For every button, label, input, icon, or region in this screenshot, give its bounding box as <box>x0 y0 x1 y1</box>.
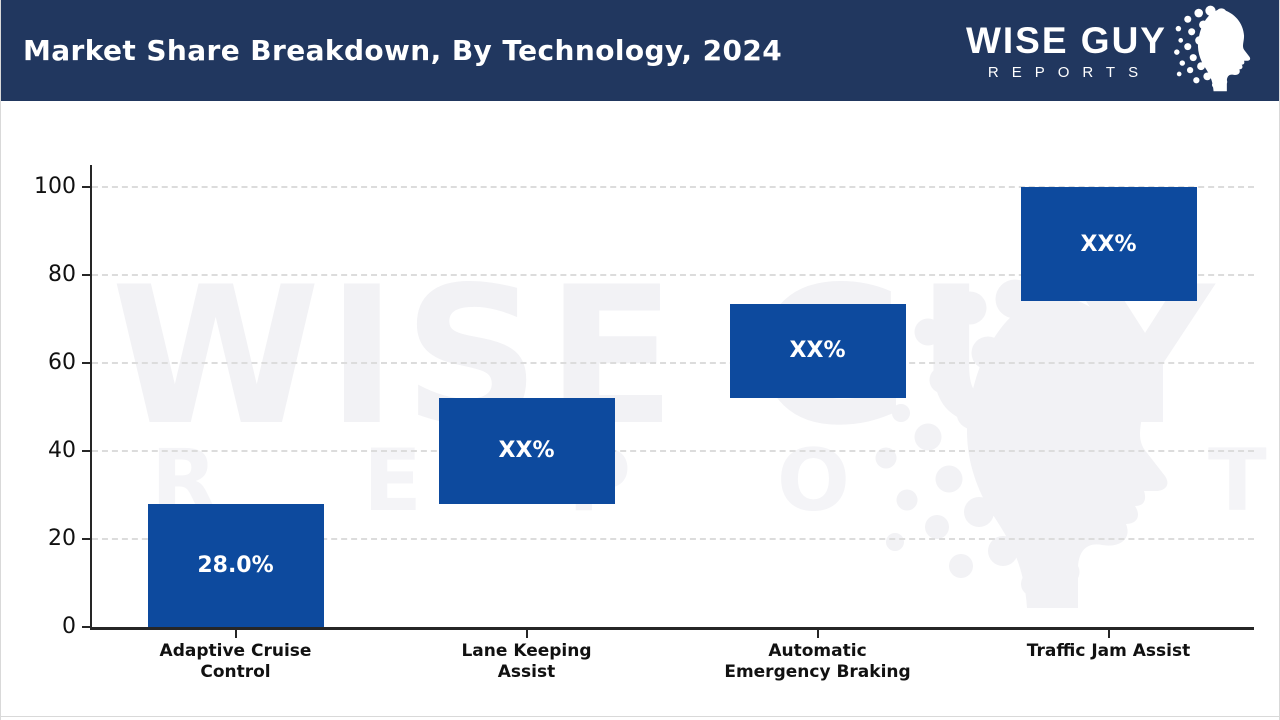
bar-segment: XX% <box>438 398 615 504</box>
x-category-label: Automatic Emergency Braking <box>724 641 911 682</box>
y-axis-tick <box>82 450 90 452</box>
x-axis-line <box>90 627 1254 630</box>
grid-line <box>92 186 1254 188</box>
header-band: Market Share Breakdown, By Technology, 2… <box>1 0 1279 101</box>
x-axis-tick <box>234 630 237 638</box>
x-axis-tick <box>525 630 528 638</box>
x-category-label: Lane Keeping Assist <box>461 641 592 682</box>
grid-line <box>92 538 1254 540</box>
brand-name: WISE GUY <box>965 19 1167 61</box>
bar-segment: XX% <box>1020 187 1197 302</box>
x-category-label: Traffic Jam Assist <box>1026 641 1191 661</box>
brand-logo-text: WISE GUY REPORTS <box>966 22 1167 80</box>
brand-subtitle: REPORTS <box>987 63 1152 81</box>
brand-head-dots-icon <box>1169 5 1255 97</box>
y-tick-label: 40 <box>48 438 76 463</box>
y-tick-label: 60 <box>48 350 76 375</box>
y-tick-label: 0 <box>62 614 76 639</box>
y-axis-tick <box>82 626 90 628</box>
x-axis-tick <box>816 630 819 638</box>
brand-logo: WISE GUY REPORTS <box>966 5 1255 97</box>
grid-line <box>92 450 1254 452</box>
y-tick-label: 20 <box>48 526 76 551</box>
page-title: Market Share Breakdown, By Technology, 2… <box>23 34 783 67</box>
bar-value-label: XX% <box>1080 231 1137 257</box>
y-tick-label: 100 <box>34 174 76 199</box>
y-tick-label: 80 <box>48 262 76 287</box>
y-axis-tick <box>82 274 90 276</box>
x-axis-tick <box>1107 630 1110 638</box>
y-axis-line <box>90 165 92 629</box>
grid-line <box>92 274 1254 276</box>
bar-segment: 28.0% <box>147 503 324 627</box>
y-axis-tick <box>82 538 90 540</box>
bar-value-label: XX% <box>498 438 555 464</box>
x-category-label: Adaptive Cruise Control <box>159 641 312 682</box>
y-axis-tick <box>82 186 90 188</box>
chart-plot-area: 0 20 40 60 80 100 28.0% Adaptive Cruise Control… <box>1 101 1279 720</box>
bar-segment: XX% <box>729 303 906 399</box>
bar-value-label: 28.0% <box>197 552 274 578</box>
y-axis-tick <box>82 362 90 364</box>
bar-value-label: XX% <box>789 338 846 364</box>
grid-line <box>92 362 1254 364</box>
